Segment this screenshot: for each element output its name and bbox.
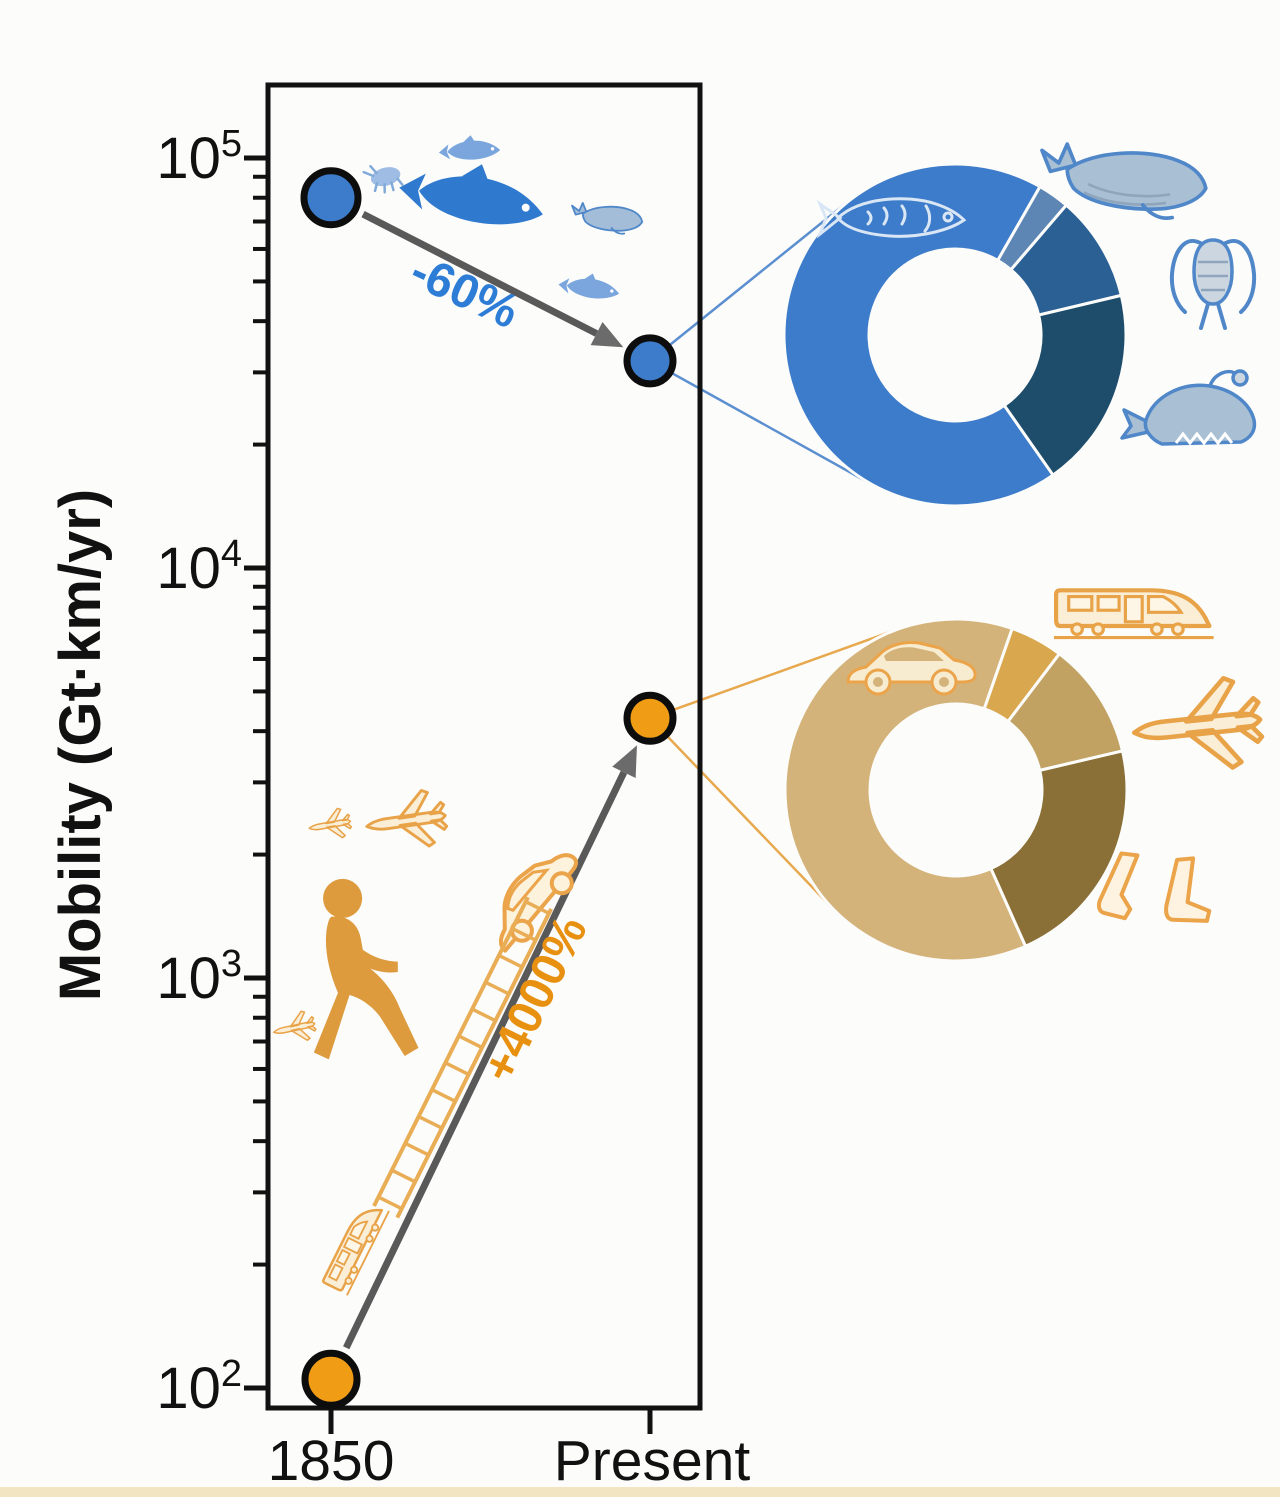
trend-arrow-head bbox=[590, 321, 624, 348]
svg-text:102: 102 bbox=[156, 1353, 242, 1421]
trend-arrow-shaft bbox=[361, 211, 599, 337]
human-change-label: +4000% bbox=[472, 908, 597, 1091]
zoom-connector-line bbox=[667, 736, 834, 910]
data-point-humans-1850 bbox=[301, 1349, 361, 1409]
trend-arrow-shaft bbox=[343, 770, 628, 1350]
plane-icon bbox=[1130, 675, 1265, 777]
human-icon bbox=[313, 878, 419, 1060]
trend-arrow-head bbox=[612, 745, 637, 778]
train-icon bbox=[1054, 590, 1214, 637]
plane-icon bbox=[361, 786, 451, 856]
donut-slice-mesopelagic-fish bbox=[1002, 293, 1128, 477]
data-point-animals-Present bbox=[623, 334, 677, 388]
axes bbox=[244, 155, 653, 1434]
krill-icon bbox=[362, 164, 404, 194]
whale-icon bbox=[1040, 142, 1208, 220]
svg-text:104: 104 bbox=[156, 533, 242, 601]
x-tick-label-1850: 1850 bbox=[268, 1429, 395, 1493]
fish-icon bbox=[816, 197, 967, 239]
svg-text:103: 103 bbox=[156, 943, 242, 1011]
fish-icon bbox=[395, 152, 550, 233]
plot-box bbox=[265, 82, 703, 1411]
donut-slice-fish bbox=[782, 162, 1055, 508]
data-point-animals-1850 bbox=[300, 167, 362, 229]
zooplankton-icon bbox=[1169, 238, 1257, 330]
data-points bbox=[300, 167, 677, 1409]
small-fish-icon bbox=[557, 269, 622, 302]
car-icon bbox=[846, 641, 977, 696]
donut-slice-car bbox=[783, 617, 1028, 963]
animal-change-label: -60% bbox=[402, 245, 526, 340]
zoom-connector-line bbox=[672, 372, 873, 486]
next-panel-edge bbox=[0, 1487, 1280, 1497]
human-donut-chart bbox=[783, 617, 1129, 963]
car-icon bbox=[498, 853, 579, 953]
trend-arrows bbox=[343, 211, 637, 1350]
y-axis-title: Mobility (Gt·km/yr) bbox=[48, 489, 113, 1001]
data-point-humans-Present bbox=[623, 691, 677, 745]
plane-icon bbox=[269, 1008, 319, 1048]
anglerfish-icon bbox=[1120, 369, 1257, 446]
plane-icon bbox=[305, 805, 354, 844]
small-fish-icon bbox=[437, 133, 501, 162]
railway-icon bbox=[320, 896, 553, 1297]
whale-icon bbox=[571, 202, 644, 235]
donut-slice-walking bbox=[989, 749, 1129, 948]
svg-text:105: 105 bbox=[156, 123, 242, 191]
walking-feet-icon bbox=[1096, 851, 1212, 923]
zoom-connector-line bbox=[674, 627, 899, 711]
y-tick-labels: 105 104 103 102 bbox=[156, 123, 242, 1421]
x-tick-label-present: Present bbox=[554, 1429, 751, 1493]
animal-donut-chart bbox=[782, 162, 1128, 508]
